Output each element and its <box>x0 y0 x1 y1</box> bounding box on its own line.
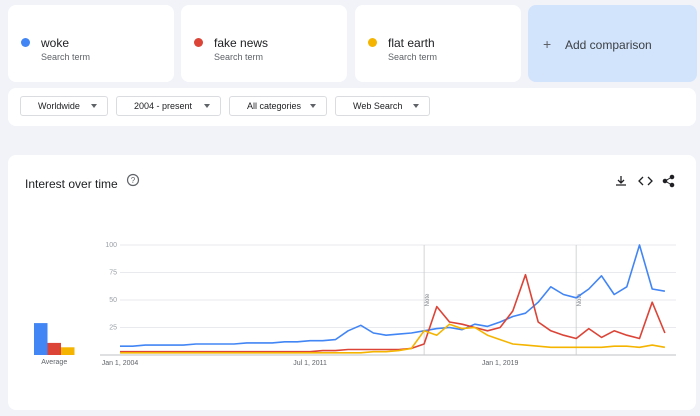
y-tick-label: 75 <box>109 269 117 276</box>
note-label: Note <box>425 293 431 306</box>
x-tick-label: Jul 1, 2011 <box>293 360 327 367</box>
download-icon[interactable] <box>616 176 626 186</box>
section-title: Interest over time <box>25 177 118 191</box>
y-tick-label: 50 <box>109 297 117 304</box>
y-tick-label: 25 <box>109 324 117 331</box>
average-bar <box>47 342 61 355</box>
share-icon[interactable] <box>662 174 675 188</box>
filter[interactable]: All categories <box>229 96 327 116</box>
average-label: Average <box>41 359 67 366</box>
plus-icon: + <box>543 36 552 52</box>
series-line <box>120 273 666 353</box>
term-subtitle: Search term <box>388 52 438 62</box>
term-subtitle: Search term <box>214 52 264 62</box>
term-dot <box>194 38 203 47</box>
x-tick-label: Jan 1, 2019 <box>482 360 519 367</box>
filter[interactable]: Worldwide <box>20 96 108 116</box>
help-icon[interactable]: ? <box>126 173 140 187</box>
embed-icon[interactable] <box>638 176 653 186</box>
average-bar <box>61 347 75 355</box>
term-name: flat earth <box>388 36 435 50</box>
note-label: Note <box>577 293 583 306</box>
add-comparison-label: Add comparison <box>565 38 652 52</box>
term-dot <box>21 38 30 47</box>
add-comparison[interactable]: + Add comparison <box>528 5 697 82</box>
x-tick-label: Jan 1, 2004 <box>102 360 139 367</box>
term-dot <box>368 38 377 47</box>
term-subtitle: Search term <box>41 52 91 62</box>
series-line <box>120 244 666 347</box>
filter[interactable]: Web Search <box>335 96 430 116</box>
chart-card <box>8 155 696 410</box>
average-bar <box>34 323 48 355</box>
term-name: woke <box>41 36 70 50</box>
filter[interactable]: 2004 - present <box>116 96 221 116</box>
y-tick-label: 100 <box>105 242 117 249</box>
term-card[interactable]: flat earth Search term <box>355 5 521 82</box>
term-name: fake news <box>214 36 269 50</box>
svg-text:?: ? <box>131 176 136 185</box>
filter-bar: Worldwide 2004 - present All categories … <box>8 88 696 126</box>
term-card[interactable]: fake news Search term <box>181 5 347 82</box>
series-line <box>120 323 666 354</box>
term-card[interactable]: woke Search term <box>8 5 174 82</box>
